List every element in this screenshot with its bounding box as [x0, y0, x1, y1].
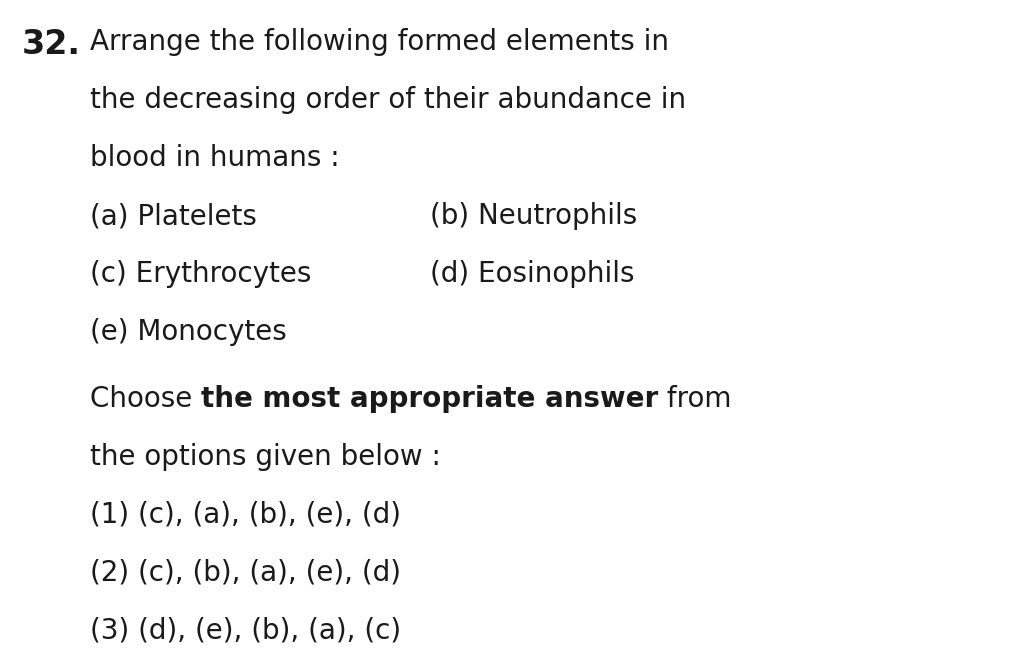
Text: the decreasing order of their abundance in: the decreasing order of their abundance … — [90, 86, 686, 114]
Text: the options given below :: the options given below : — [90, 443, 441, 471]
Text: (e) Monocytes: (e) Monocytes — [90, 318, 287, 346]
Text: Arrange the following formed elements in: Arrange the following formed elements in — [90, 28, 669, 56]
Text: the most appropriate answer: the most appropriate answer — [201, 385, 658, 413]
Text: (c) Erythrocytes: (c) Erythrocytes — [90, 260, 311, 288]
Text: (b) Neutrophils: (b) Neutrophils — [430, 202, 637, 230]
Text: (d) Eosinophils: (d) Eosinophils — [430, 260, 635, 288]
Text: Choose: Choose — [90, 385, 201, 413]
Text: from: from — [658, 385, 732, 413]
Text: (1) (c), (a), (b), (e), (d): (1) (c), (a), (b), (e), (d) — [90, 501, 401, 529]
Text: (3) (d), (e), (b), (a), (c): (3) (d), (e), (b), (a), (c) — [90, 616, 401, 645]
Text: (a) Platelets: (a) Platelets — [90, 202, 257, 230]
Text: (2) (c), (b), (a), (e), (d): (2) (c), (b), (a), (e), (d) — [90, 559, 401, 586]
Text: blood in humans :: blood in humans : — [90, 144, 340, 172]
Text: 32.: 32. — [22, 28, 81, 61]
